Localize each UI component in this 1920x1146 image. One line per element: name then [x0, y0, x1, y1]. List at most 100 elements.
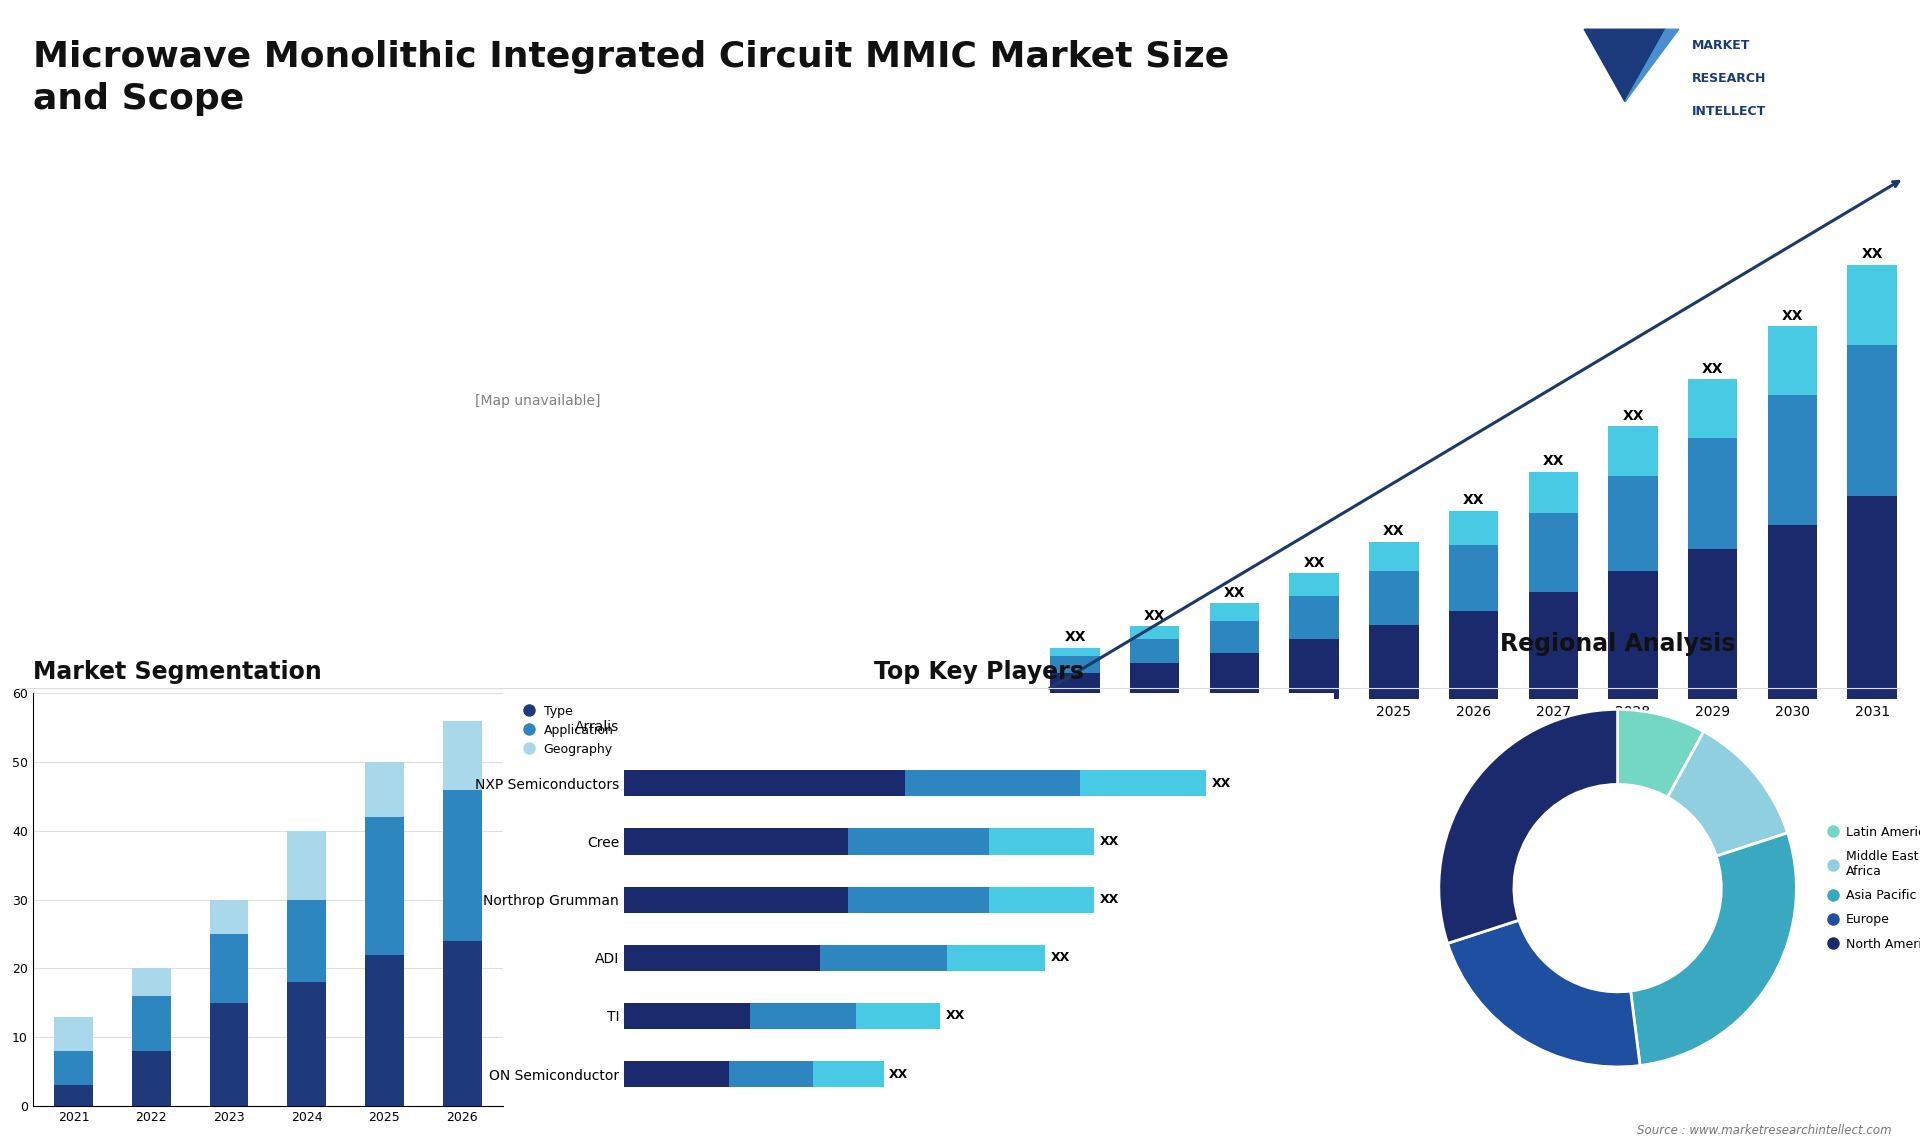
Bar: [989, 829, 1094, 855]
Bar: [288, 900, 326, 982]
Bar: [1768, 395, 1816, 525]
Bar: [751, 1003, 856, 1029]
Bar: [209, 900, 248, 934]
Bar: [365, 762, 403, 817]
Text: XX: XX: [1212, 777, 1231, 790]
Bar: [54, 1017, 92, 1051]
Bar: [288, 831, 326, 900]
Bar: [365, 817, 403, 955]
Bar: [365, 955, 403, 1106]
Bar: [1609, 571, 1657, 699]
Text: Market Segmentation: Market Segmentation: [33, 660, 321, 684]
Bar: [624, 1061, 730, 1088]
Bar: [209, 1003, 248, 1106]
Text: [Map unavailable]: [Map unavailable]: [474, 394, 601, 408]
Bar: [624, 887, 849, 912]
Bar: [856, 1003, 939, 1029]
Text: XX: XX: [1223, 586, 1246, 599]
Bar: [624, 770, 904, 796]
Bar: [1847, 345, 1897, 496]
Bar: [1081, 770, 1206, 796]
Bar: [1450, 611, 1498, 699]
Polygon shape: [1584, 29, 1667, 102]
Text: XX: XX: [1860, 248, 1884, 261]
Bar: [444, 790, 482, 941]
Text: XX: XX: [889, 1068, 908, 1081]
Bar: [1450, 511, 1498, 544]
Bar: [624, 1003, 751, 1029]
Bar: [1290, 639, 1338, 699]
Bar: [1210, 604, 1260, 620]
Bar: [1450, 544, 1498, 611]
Text: XX: XX: [945, 1010, 964, 1022]
Bar: [1768, 525, 1816, 699]
Bar: [1528, 513, 1578, 592]
Bar: [444, 941, 482, 1106]
Wedge shape: [1668, 731, 1788, 856]
Wedge shape: [1617, 709, 1703, 798]
Bar: [54, 1085, 92, 1106]
Text: XX: XX: [1542, 455, 1565, 469]
Bar: [1210, 620, 1260, 653]
Text: XX: XX: [1100, 835, 1119, 848]
Bar: [814, 1061, 883, 1088]
Bar: [1528, 472, 1578, 513]
Bar: [1609, 426, 1657, 477]
Text: RESEARCH: RESEARCH: [1692, 72, 1766, 85]
Bar: [1609, 477, 1657, 571]
Bar: [1131, 626, 1179, 639]
Bar: [1847, 265, 1897, 345]
Bar: [624, 829, 849, 855]
Bar: [288, 982, 326, 1106]
Text: XX: XX: [1064, 630, 1087, 644]
Bar: [1290, 596, 1338, 639]
Text: XX: XX: [1100, 893, 1119, 906]
Text: XX: XX: [1304, 556, 1325, 570]
Bar: [849, 829, 989, 855]
Bar: [947, 944, 1044, 971]
Bar: [444, 721, 482, 790]
Bar: [1050, 647, 1100, 657]
Text: XX: XX: [1382, 525, 1405, 539]
Bar: [1688, 549, 1738, 699]
Bar: [849, 887, 989, 912]
Bar: [904, 770, 1081, 796]
Text: INTELLECT: INTELLECT: [1692, 104, 1766, 118]
Bar: [1847, 496, 1897, 699]
Bar: [209, 934, 248, 1003]
Bar: [1131, 639, 1179, 664]
Bar: [1688, 379, 1738, 438]
Bar: [1369, 625, 1419, 699]
Text: XX: XX: [1144, 609, 1165, 622]
Polygon shape: [1624, 29, 1678, 102]
Wedge shape: [1448, 920, 1640, 1067]
Bar: [820, 944, 947, 971]
Bar: [624, 944, 820, 971]
Wedge shape: [1630, 833, 1797, 1066]
Text: MARKET: MARKET: [1692, 39, 1751, 52]
Title: Top Key Players: Top Key Players: [874, 660, 1085, 684]
Bar: [1688, 438, 1738, 549]
Bar: [132, 996, 171, 1051]
Text: XX: XX: [1701, 362, 1724, 376]
Text: XX: XX: [1463, 493, 1484, 507]
Title: Regional Analysis: Regional Analysis: [1500, 631, 1736, 656]
Bar: [132, 1051, 171, 1106]
Text: XX: XX: [1622, 409, 1644, 423]
Bar: [989, 887, 1094, 912]
Bar: [1210, 653, 1260, 699]
Bar: [1369, 571, 1419, 625]
Bar: [1050, 674, 1100, 699]
Bar: [730, 1061, 814, 1088]
Bar: [1369, 542, 1419, 571]
Text: Source : www.marketresearchintellect.com: Source : www.marketresearchintellect.com: [1636, 1124, 1891, 1137]
Legend: Latin America, Middle East &
Africa, Asia Pacific, Europe, North America: Latin America, Middle East & Africa, Asi…: [1826, 821, 1920, 956]
Bar: [1768, 327, 1816, 395]
Bar: [1528, 592, 1578, 699]
Wedge shape: [1438, 709, 1619, 943]
Legend: Type, Application, Geography: Type, Application, Geography: [518, 699, 618, 761]
Bar: [1050, 657, 1100, 674]
Bar: [132, 968, 171, 996]
Text: XX: XX: [1782, 308, 1803, 323]
Text: Microwave Monolithic Integrated Circuit MMIC Market Size
and Scope: Microwave Monolithic Integrated Circuit …: [33, 40, 1229, 116]
